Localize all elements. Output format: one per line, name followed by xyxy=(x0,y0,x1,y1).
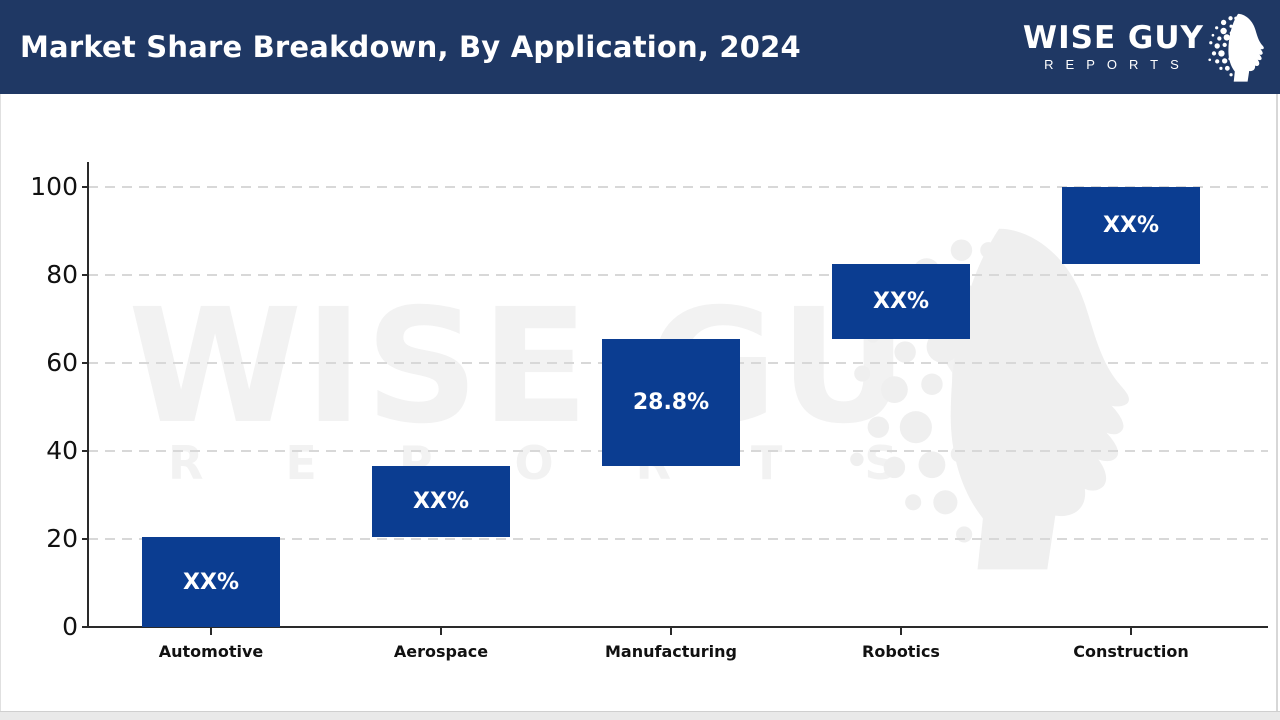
bar-value-label: XX% xyxy=(1103,213,1159,238)
bar-aerospace: XX% xyxy=(372,465,510,538)
x-axis-label-robotics: Robotics xyxy=(862,642,940,661)
y-tick-60 xyxy=(82,362,88,364)
y-axis-line xyxy=(87,162,89,627)
x-axis-label-automotive: Automotive xyxy=(158,642,264,661)
x-tick-robotics xyxy=(900,627,902,635)
logo-head-icon xyxy=(1206,11,1270,83)
gridline-80 xyxy=(88,274,1268,276)
x-tick-manufacturing xyxy=(670,627,672,635)
bar-robotics: XX% xyxy=(832,264,970,340)
bar-automotive: XX% xyxy=(142,537,280,627)
gridline-20 xyxy=(88,538,1268,540)
y-tick-label-20: 20 xyxy=(46,524,78,553)
x-tick-aerospace xyxy=(440,627,442,635)
y-tick-label-100: 100 xyxy=(30,172,78,201)
x-axis-label-manufacturing: Manufacturing xyxy=(605,642,737,661)
bar-manufacturing: 28.8% xyxy=(602,339,740,466)
watermark-reports-text: REPORTS xyxy=(168,436,980,490)
logo-wiseguy-label: WISE GUY xyxy=(1022,20,1204,56)
y-tick-label-0: 0 xyxy=(62,612,78,641)
x-axis-label-aerospace: Aerospace xyxy=(393,642,489,661)
bar-value-label: XX% xyxy=(413,489,469,515)
y-tick-20 xyxy=(82,538,88,540)
y-tick-label-40: 40 xyxy=(46,436,78,465)
gridline-100 xyxy=(88,186,1268,188)
x-axis-line xyxy=(88,626,1268,628)
logo-text: WISE GUY REPORTS xyxy=(1022,20,1204,72)
y-tick-0 xyxy=(82,626,88,628)
y-tick-80 xyxy=(82,274,88,276)
x-tick-automotive xyxy=(210,627,212,635)
y-tick-label-80: 80 xyxy=(46,260,78,289)
bar-value-label: 28.8% xyxy=(632,390,710,416)
bar-construction: XX% xyxy=(1062,187,1200,264)
page-right-border xyxy=(1276,94,1278,711)
wise-guy-reports-logo: WISE GUY REPORTS xyxy=(1023,4,1270,90)
header: Market Share Breakdown, By Application, … xyxy=(0,0,1280,94)
y-tick-100 xyxy=(82,186,88,188)
logo-reports-label: REPORTS xyxy=(1044,57,1191,72)
page-left-border xyxy=(0,94,1,711)
bar-value-label: XX% xyxy=(183,569,239,595)
bar-value-label: XX% xyxy=(873,289,929,315)
page-title: Market Share Breakdown, By Application, … xyxy=(20,30,801,64)
footer-strip xyxy=(0,711,1280,720)
y-tick-label-60: 60 xyxy=(46,348,78,377)
x-axis-label-construction: Construction xyxy=(1073,642,1189,661)
x-tick-construction xyxy=(1130,627,1132,635)
y-tick-40 xyxy=(82,450,88,452)
